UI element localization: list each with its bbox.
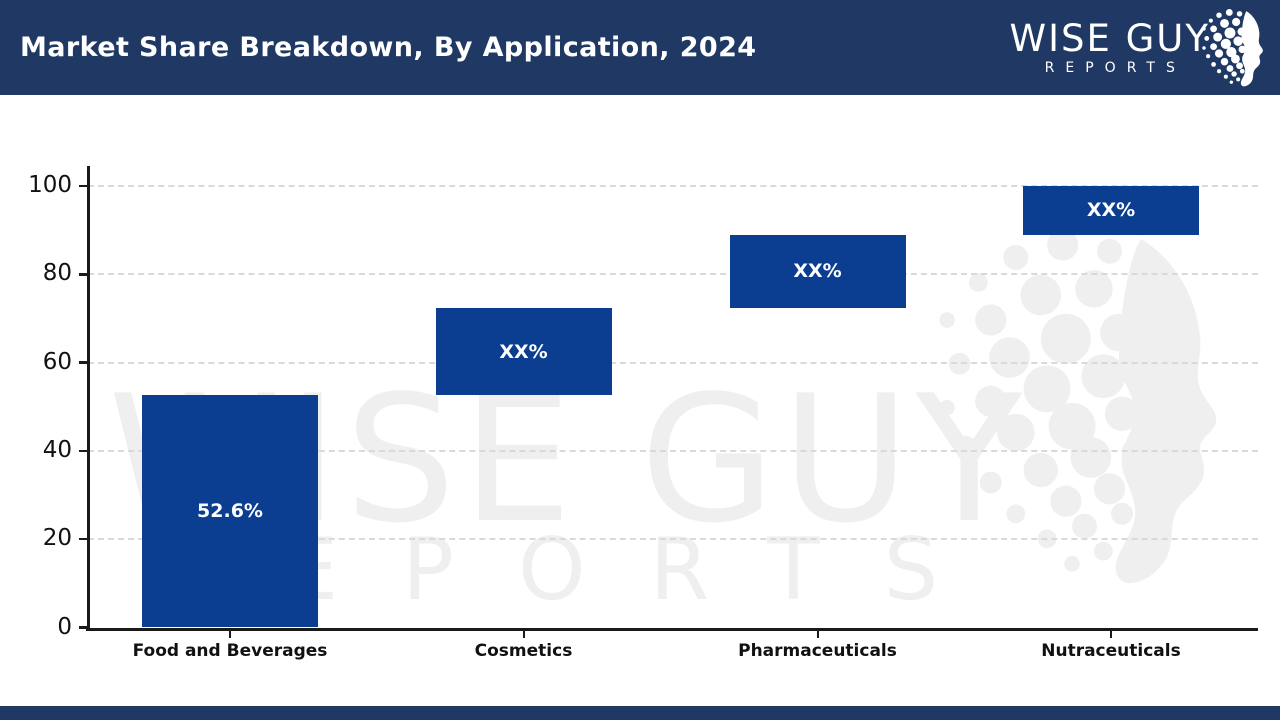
y-tick — [79, 449, 88, 453]
brand-logo: WISE GUY REPORTS — [1010, 7, 1266, 89]
footer-bar — [0, 706, 1280, 720]
brand-wordmark: WISE GUY REPORTS — [1010, 20, 1210, 76]
gridline — [88, 538, 1258, 541]
y-axis-spine — [87, 166, 90, 630]
x-category-label: Food and Beverages — [132, 641, 328, 661]
bar: XX% — [1023, 186, 1199, 235]
bar: 52.6% — [142, 395, 318, 628]
y-tick-label: 0 — [57, 613, 72, 640]
page-title: Market Share Breakdown, By Application, … — [20, 32, 757, 63]
x-category-label: Nutraceuticals — [1041, 641, 1181, 661]
y-tick-label: 20 — [42, 525, 72, 552]
y-tick-label: 100 — [28, 172, 72, 198]
gridline — [88, 185, 1258, 187]
y-tick — [79, 537, 88, 541]
x-axis-spine — [85, 628, 1258, 631]
x-tick — [816, 630, 819, 638]
x-category-label: Pharmaceuticals — [738, 641, 897, 661]
y-tick — [79, 626, 88, 629]
bar-value-label: 52.6% — [197, 500, 263, 523]
gridline — [88, 273, 1258, 276]
x-tick — [1110, 630, 1112, 638]
y-tick-label: 80 — [42, 260, 72, 287]
bar-value-label: XX% — [1086, 199, 1136, 222]
bar: XX% — [435, 307, 612, 396]
y-tick — [79, 273, 88, 276]
bar-value-label: XX% — [793, 260, 842, 283]
y-tick-label: 40 — [42, 436, 72, 463]
bar-value-label: XX% — [499, 340, 548, 363]
x-tick — [229, 630, 231, 638]
header-bar: Market Share Breakdown, By Application, … — [0, 0, 1280, 95]
gridline — [88, 361, 1258, 364]
y-tick-label: 60 — [42, 348, 72, 375]
y-tick — [79, 361, 88, 364]
gridline — [88, 449, 1258, 452]
brand-name: WISE GUY — [1009, 16, 1210, 60]
y-tick — [79, 184, 88, 188]
x-category-label: Cosmetics — [474, 641, 573, 661]
x-tick — [522, 630, 525, 638]
brand-subname: REPORTS — [1044, 59, 1186, 76]
bar: XX% — [729, 234, 906, 308]
